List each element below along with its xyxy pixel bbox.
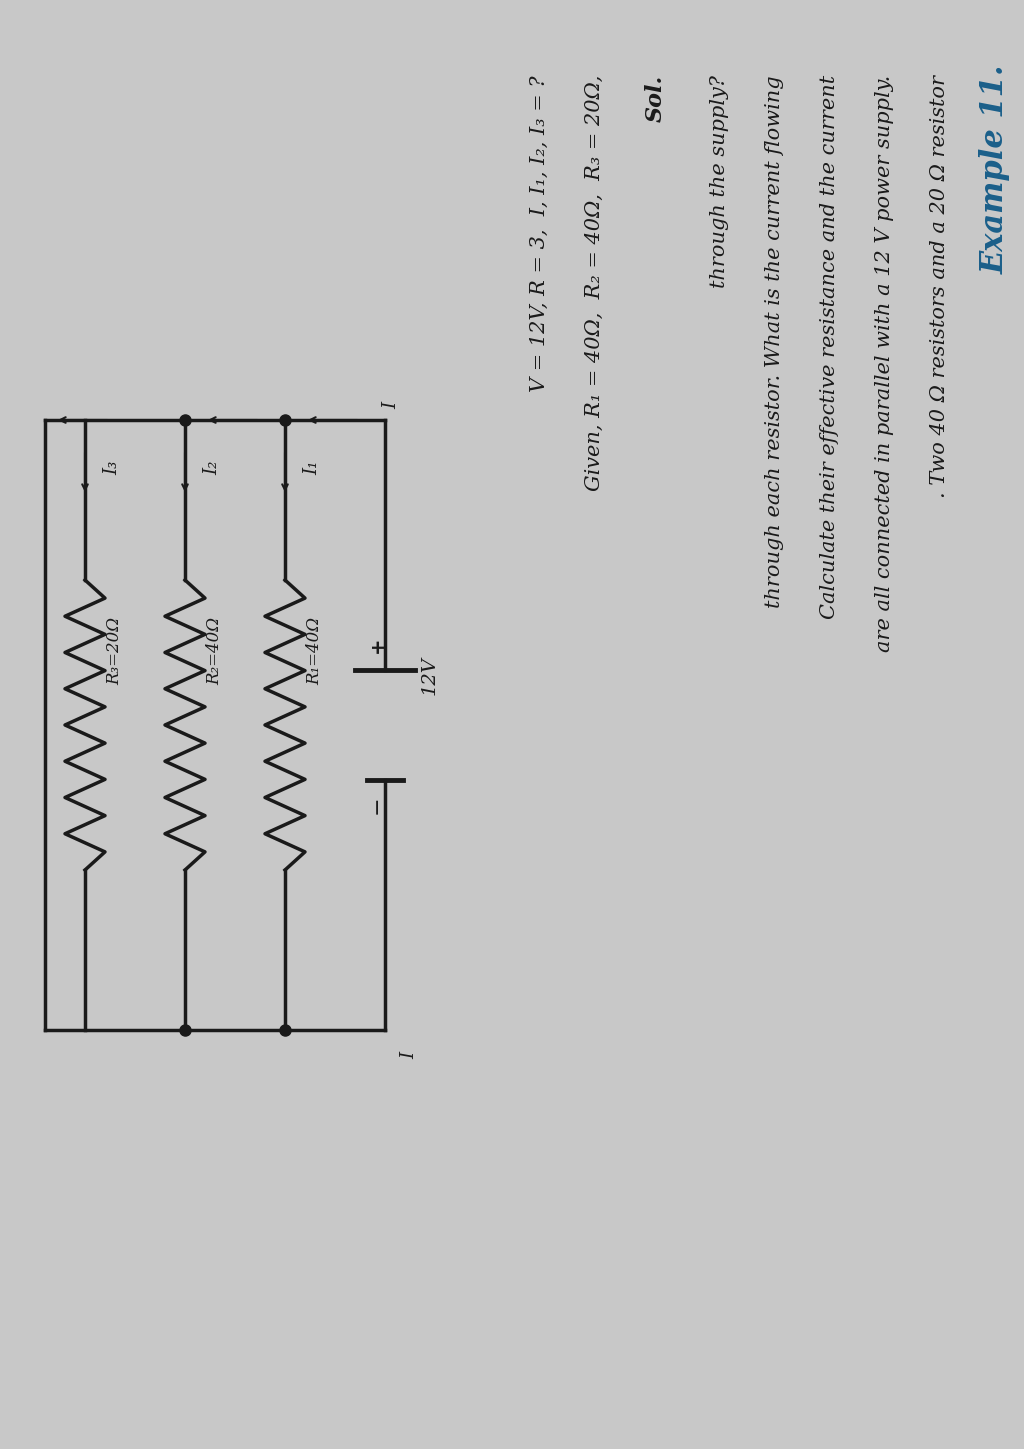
Text: I₂: I₂ (203, 461, 221, 475)
Text: V = 12V, R = 3,  I, I₁, I₂, I₃ = ?: V = 12V, R = 3, I, I₁, I₂, I₃ = ? (530, 75, 549, 391)
Text: −: − (367, 796, 387, 814)
Text: through each resistor. What is the current flowing: through each resistor. What is the curre… (765, 75, 784, 607)
Text: I: I (382, 401, 400, 409)
Text: . Two 40 Ω resistors and a 20 Ω resistor: . Two 40 Ω resistors and a 20 Ω resistor (930, 75, 949, 498)
Text: I₃: I₃ (103, 461, 121, 475)
Text: I₁: I₁ (303, 461, 321, 475)
Text: +: + (368, 636, 386, 653)
Text: Given, R₁ = 40Ω,  R₂ = 40Ω,  R₃ = 20Ω,: Given, R₁ = 40Ω, R₂ = 40Ω, R₃ = 20Ω, (585, 75, 604, 491)
Text: are all connected in parallel with a 12 V power supply.: are all connected in parallel with a 12 … (874, 75, 894, 652)
Text: R₃=20Ω: R₃=20Ω (106, 617, 124, 685)
Text: R₁=40Ω: R₁=40Ω (306, 617, 324, 685)
Text: I: I (400, 1052, 418, 1059)
Text: Example 11.: Example 11. (980, 65, 1011, 274)
Text: R₂=40Ω: R₂=40Ω (207, 617, 223, 685)
Text: 12V: 12V (421, 656, 439, 696)
Text: Calculate their effective resistance and the current: Calculate their effective resistance and… (820, 75, 839, 619)
Text: through the supply?: through the supply? (710, 75, 729, 288)
Text: Sol.: Sol. (645, 75, 667, 122)
